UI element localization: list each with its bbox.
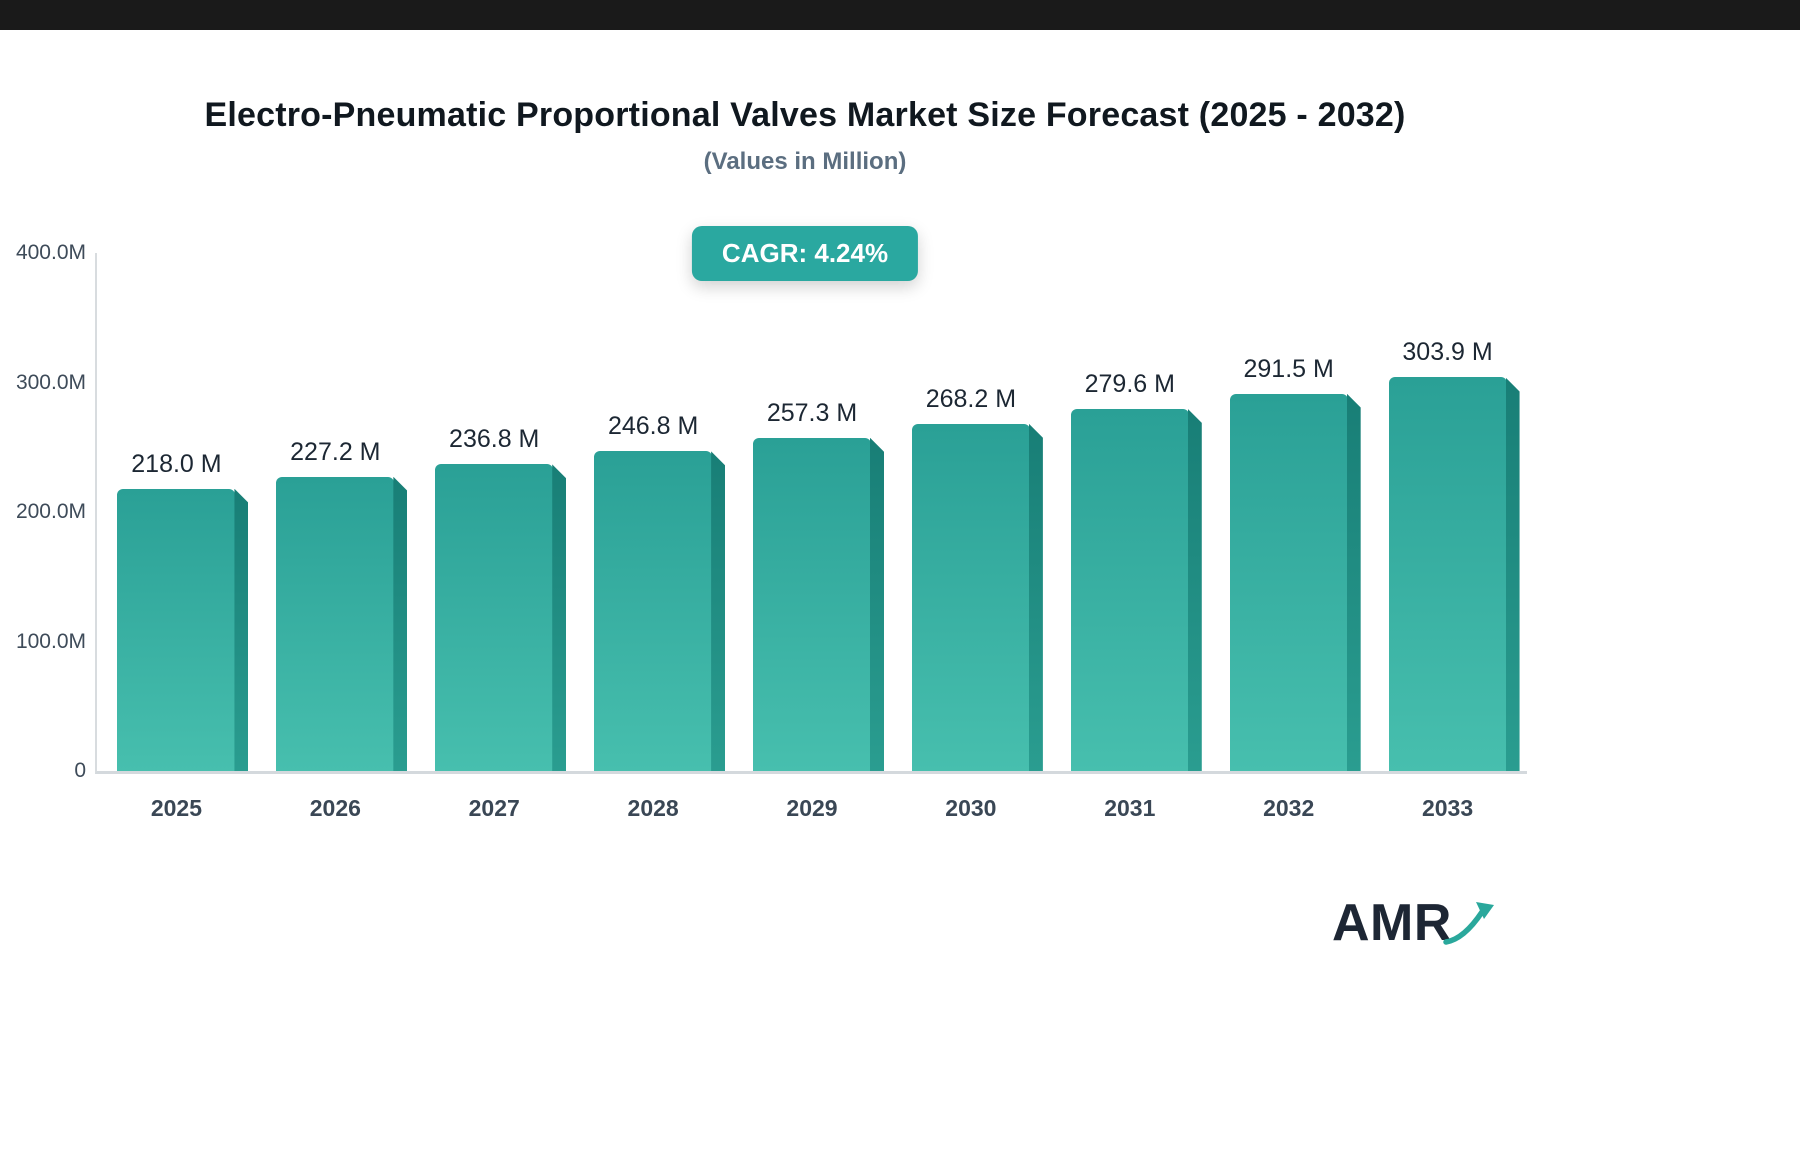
top-dark-bar: [0, 0, 1800, 30]
chart-title: Electro-Pneumatic Proportional Valves Ma…: [204, 96, 1406, 134]
bar-value-label: 236.8 M: [449, 425, 540, 454]
logo-text: AMR: [1332, 894, 1452, 952]
bar: 303.9 M: [1388, 338, 1520, 771]
x-axis-label: 2033: [1421, 795, 1474, 821]
bar-side-face: [1028, 423, 1043, 771]
bar: 218.0 M: [117, 450, 249, 771]
bar-value-label: 268.2 M: [925, 384, 1017, 413]
x-axis-label: 2027: [468, 795, 520, 821]
bar-value-label: 303.9 M: [1402, 338, 1493, 367]
bar: 236.8 M: [435, 425, 567, 771]
bar-value-label: 227.2 M: [290, 437, 381, 466]
bar: 246.8 M: [594, 412, 726, 771]
bar-group: 291.5 M 2032: [1209, 253, 1368, 821]
growth-arrow-icon: [1442, 900, 1498, 953]
x-axis-label: 2030: [945, 795, 997, 821]
bar-group: 218.0 M 2025: [97, 253, 256, 821]
cagr-badge: CAGR: 4.24%: [691, 226, 919, 281]
bar-group: 257.3 M 2029: [733, 253, 892, 821]
y-axis-label: 400.0M: [15, 241, 86, 264]
bar-value-label: 218.0 M: [131, 449, 222, 478]
bar: 291.5 M: [1229, 355, 1361, 771]
bar-side-face: [552, 464, 567, 771]
bar-group: 246.8 M 2028: [574, 253, 733, 821]
bar-group: 279.6 M 2031: [1050, 253, 1209, 821]
bar: 268.2 M: [911, 385, 1043, 771]
bar-side-face: [870, 437, 884, 771]
amr-logo: AMR: [1332, 893, 1498, 953]
x-axis-label: 2026: [309, 795, 361, 821]
bar-value-label: 279.6 M: [1084, 369, 1175, 398]
y-axis-label: 0: [74, 759, 86, 782]
x-axis-label: 2032: [1263, 795, 1315, 821]
x-axis-label: 2031: [1104, 795, 1156, 821]
bar-side-face: [234, 488, 249, 771]
bar-group: 236.8 M 2027: [415, 253, 574, 821]
chart-subtitle: (Values in Million): [703, 148, 907, 175]
y-axis-label: 200.0M: [15, 500, 86, 523]
bar: 279.6 M: [1070, 370, 1202, 771]
y-axis: 400.0M 300.0M 200.0M 100.0M 0: [0, 241, 86, 782]
chart-area: 400.0M 300.0M 200.0M 100.0M 0 218.0 M 2025 227…: [0, 241, 1800, 821]
y-axis-label: 300.0M: [15, 370, 86, 394]
x-axis-label: 2025: [150, 795, 203, 821]
bar-value-label: 246.8 M: [607, 412, 699, 441]
bar-group: 303.9 M 2033: [1368, 253, 1527, 821]
bar-side-face: [393, 476, 408, 771]
bar-side-face: [1187, 408, 1202, 771]
bar-group: 227.2 M 2026: [256, 253, 415, 821]
bar-side-face: [1346, 393, 1361, 771]
bar-side-face: [1505, 377, 1520, 771]
bar: 227.2 M: [276, 438, 408, 771]
bar: 257.3 M: [753, 399, 884, 771]
bar-value-label: 257.3 M: [766, 398, 858, 427]
x-axis-label: 2029: [786, 795, 838, 821]
bar-value-label: 291.5 M: [1243, 354, 1334, 383]
bar-group: 268.2 M 2030: [891, 253, 1050, 821]
x-axis-label: 2028: [627, 795, 679, 821]
y-axis-label: 100.0M: [15, 629, 86, 653]
bar-side-face: [711, 451, 726, 771]
plot-area: 218.0 M 2025 227.2 M 2026 236.8 M 2027 246.8 M…: [95, 253, 1527, 821]
